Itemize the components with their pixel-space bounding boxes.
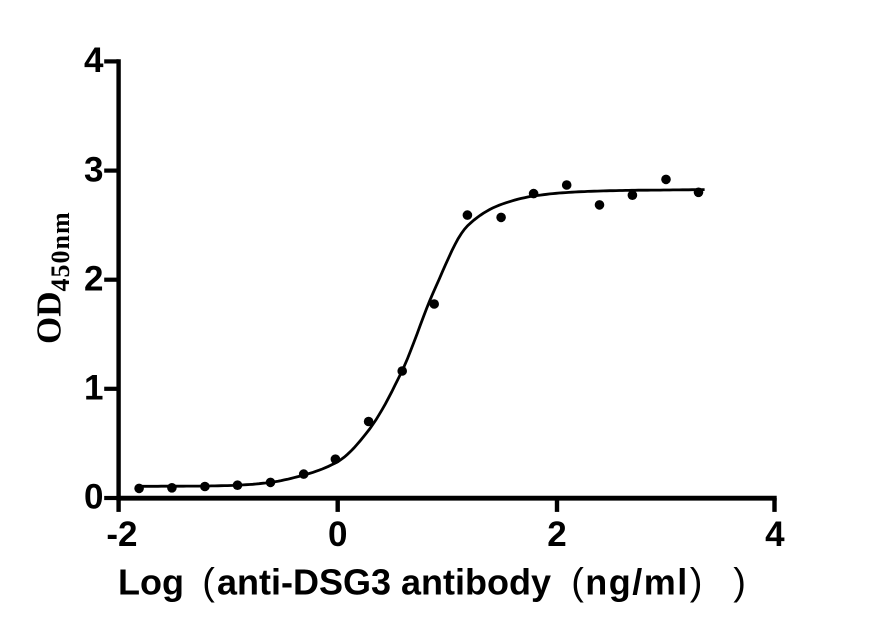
svg-text:Log(anti-DSG3 antibody(ng/ml)): Log (anti-DSG3 antibody (ng/ml)) — [118, 561, 746, 603]
svg-text:-2: -2 — [106, 515, 137, 554]
svg-text:2: 2 — [84, 259, 103, 298]
svg-text:3: 3 — [84, 150, 103, 189]
svg-text:0: 0 — [84, 478, 103, 517]
svg-text:1: 1 — [84, 369, 103, 408]
svg-text:4: 4 — [84, 41, 104, 80]
svg-text:2: 2 — [547, 515, 566, 554]
svg-text:0: 0 — [328, 515, 347, 554]
svg-text:4: 4 — [765, 515, 785, 554]
